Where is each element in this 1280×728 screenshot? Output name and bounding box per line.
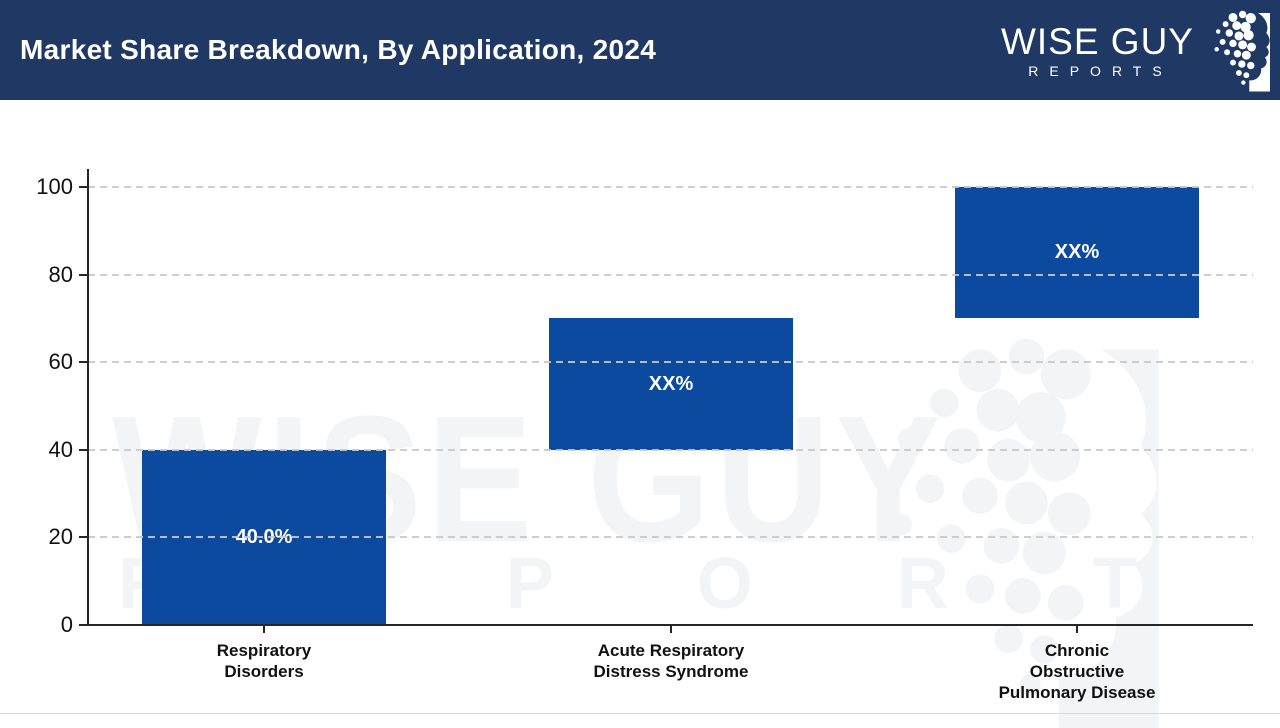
y-axis-tick: [79, 186, 87, 188]
bar-value-label: XX%: [1054, 241, 1100, 264]
x-axis-tick: [1076, 625, 1078, 633]
logo-text: WISE GUY REPORTS: [1001, 23, 1194, 78]
y-gridline: [88, 273, 1253, 276]
category-label: Respiratory Disorders: [104, 640, 424, 682]
y-tick-label: 80: [48, 261, 73, 287]
y-tick-label: 100: [36, 174, 73, 199]
chart-plot-area: WISE GUY R E P O R T S 0 20 40 60 80 100 40.0%…: [0, 100, 1280, 728]
logo-wordmark: WISE GUY: [1000, 20, 1194, 62]
y-gridline: [88, 536, 1253, 539]
y-gridline: [88, 448, 1253, 451]
y-gridline: [88, 186, 1253, 188]
dotted-head-profile-icon: [1214, 10, 1270, 92]
x-axis-tick: [670, 625, 672, 633]
y-tick-label: 20: [48, 524, 73, 550]
y-axis-tick: [79, 536, 87, 539]
watermark-head-profile-icon: [890, 338, 1159, 728]
y-axis: [87, 169, 89, 625]
wise-guy-logo: WISE GUY REPORTS: [1001, 7, 1270, 93]
footer-divider: [0, 713, 1280, 714]
waterfall-bar-3[interactable]: XX%: [955, 187, 1199, 319]
waterfall-bar-2[interactable]: XX%: [549, 318, 793, 450]
category-label: Acute Respiratory Distress Syndrome: [511, 640, 831, 682]
category-label-line: Acute Respiratory: [597, 641, 745, 660]
bar-value-label: XX%: [648, 372, 694, 395]
category-label-line: Disorders: [224, 662, 304, 681]
y-tick-label: 0: [60, 612, 73, 637]
y-gridline: [88, 361, 1253, 364]
category-label-line: Distress Syndrome: [593, 662, 749, 681]
y-axis-tick: [79, 273, 87, 276]
page-title: Market Share Breakdown, By Application, …: [20, 34, 657, 65]
x-axis-tick: [263, 625, 265, 633]
category-label-line: Obstructive: [1029, 662, 1125, 681]
header-bar: Market Share Breakdown, By Application, …: [0, 0, 1280, 100]
y-tick-label: 60: [48, 349, 73, 375]
y-tick-label: 40: [48, 436, 73, 462]
logo-subtitle: REPORTS: [1028, 62, 1173, 79]
category-label-line: Chronic: [1044, 641, 1110, 660]
category-label-line: Respiratory: [216, 641, 312, 660]
y-axis-tick: [79, 361, 87, 364]
y-axis-tick: [79, 448, 87, 451]
y-axis-tick: [79, 624, 87, 626]
category-label: Chronic Obstructive Pulmonary Disease: [917, 640, 1237, 703]
category-label-line: Pulmonary Disease: [998, 683, 1156, 702]
